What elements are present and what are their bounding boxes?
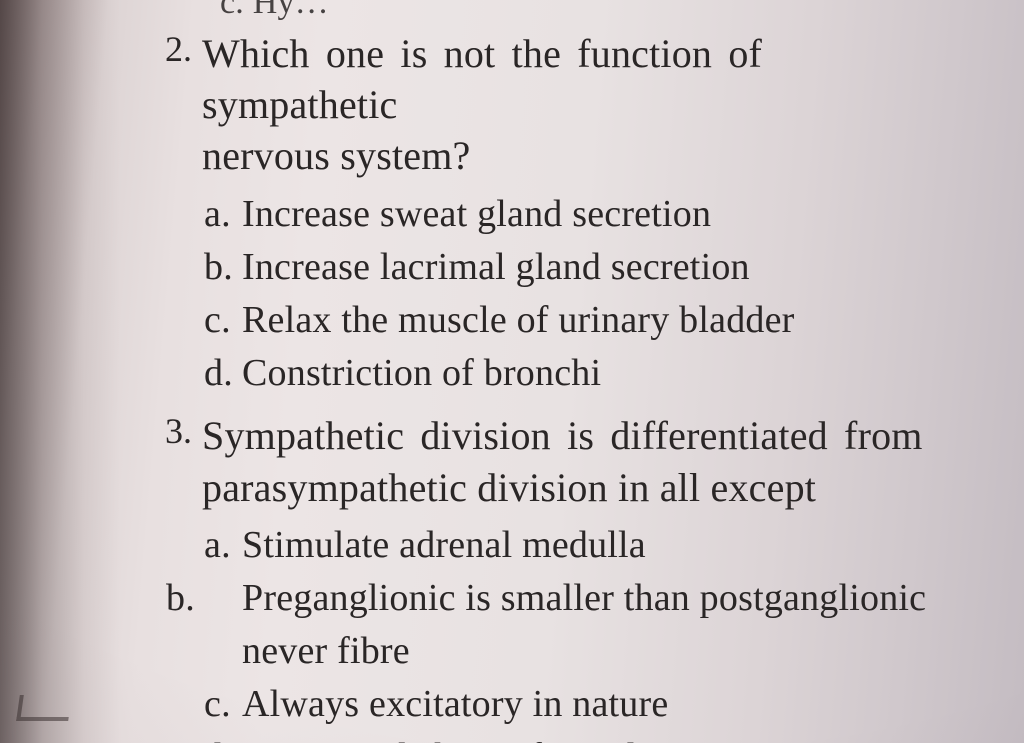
option-a: a.Increase sweat gland secretion	[204, 188, 964, 241]
question-block-2: 2. Which one is not the function of symp…	[150, 28, 964, 400]
page-content: c. Hy… 2. Which one is not the function …	[0, 0, 1024, 743]
option-d: d.Has paired chain of ganglia	[204, 731, 964, 743]
option-text: Relax the muscle of urinary bladder	[242, 299, 795, 341]
partial-previous-option: c. Hy…	[150, 0, 964, 22]
question-stem-line: nervous system?	[202, 133, 471, 178]
option-label: b.	[204, 572, 242, 625]
corner-mark-icon	[16, 695, 72, 721]
question-number: 3.	[150, 410, 198, 452]
option-text: Has paired chain of ganglia	[242, 736, 665, 743]
question-number: 2.	[150, 28, 198, 70]
option-text: Increase sweat gland secretion	[242, 193, 711, 235]
options-list: a.Increase sweat gland secretion b.Incre…	[150, 188, 964, 401]
option-label: a.	[204, 519, 242, 572]
option-label: a.	[204, 188, 242, 241]
option-text: Constriction of bronchi	[242, 352, 601, 394]
option-label: c.	[204, 294, 242, 347]
question-stem-line: Sympathetic division is differentiated f…	[202, 413, 923, 458]
question-stem-wrap: Sympathetic division is differentiated f…	[202, 410, 956, 512]
option-text: Stimulate adrenal medulla	[242, 524, 646, 566]
question-block-3: 3. Sympathetic division is differentiate…	[150, 410, 964, 743]
option-a: a.Stimulate adrenal medulla	[204, 519, 964, 572]
option-text: Preganglionic is smaller than postgangli…	[242, 577, 926, 672]
option-text: Increase lacrimal gland secretion	[242, 246, 750, 288]
option-c: c.Relax the muscle of urinary bladder	[204, 294, 964, 347]
option-text: Always excitatory in nature	[242, 683, 668, 725]
option-label: b.	[204, 241, 242, 294]
option-label: d.	[204, 731, 242, 743]
question-stem-wrap: Which one is not the function of sympath…	[202, 28, 956, 182]
option-d: d.Constriction of bronchi	[204, 347, 964, 400]
options-list: a.Stimulate adrenal medulla b.Preganglio…	[150, 519, 964, 743]
option-label: c.	[204, 678, 242, 731]
option-c: c.Always excitatory in nature	[204, 678, 964, 731]
option-b: b.Preganglionic is smaller than postgang…	[204, 572, 964, 678]
option-label: d.	[204, 347, 242, 400]
question-stem-line: Which one is not the function of sympath…	[202, 31, 762, 127]
option-b: b.Increase lacrimal gland secretion	[204, 241, 964, 294]
question-stem-line: parasympathetic division in all except	[202, 465, 816, 510]
